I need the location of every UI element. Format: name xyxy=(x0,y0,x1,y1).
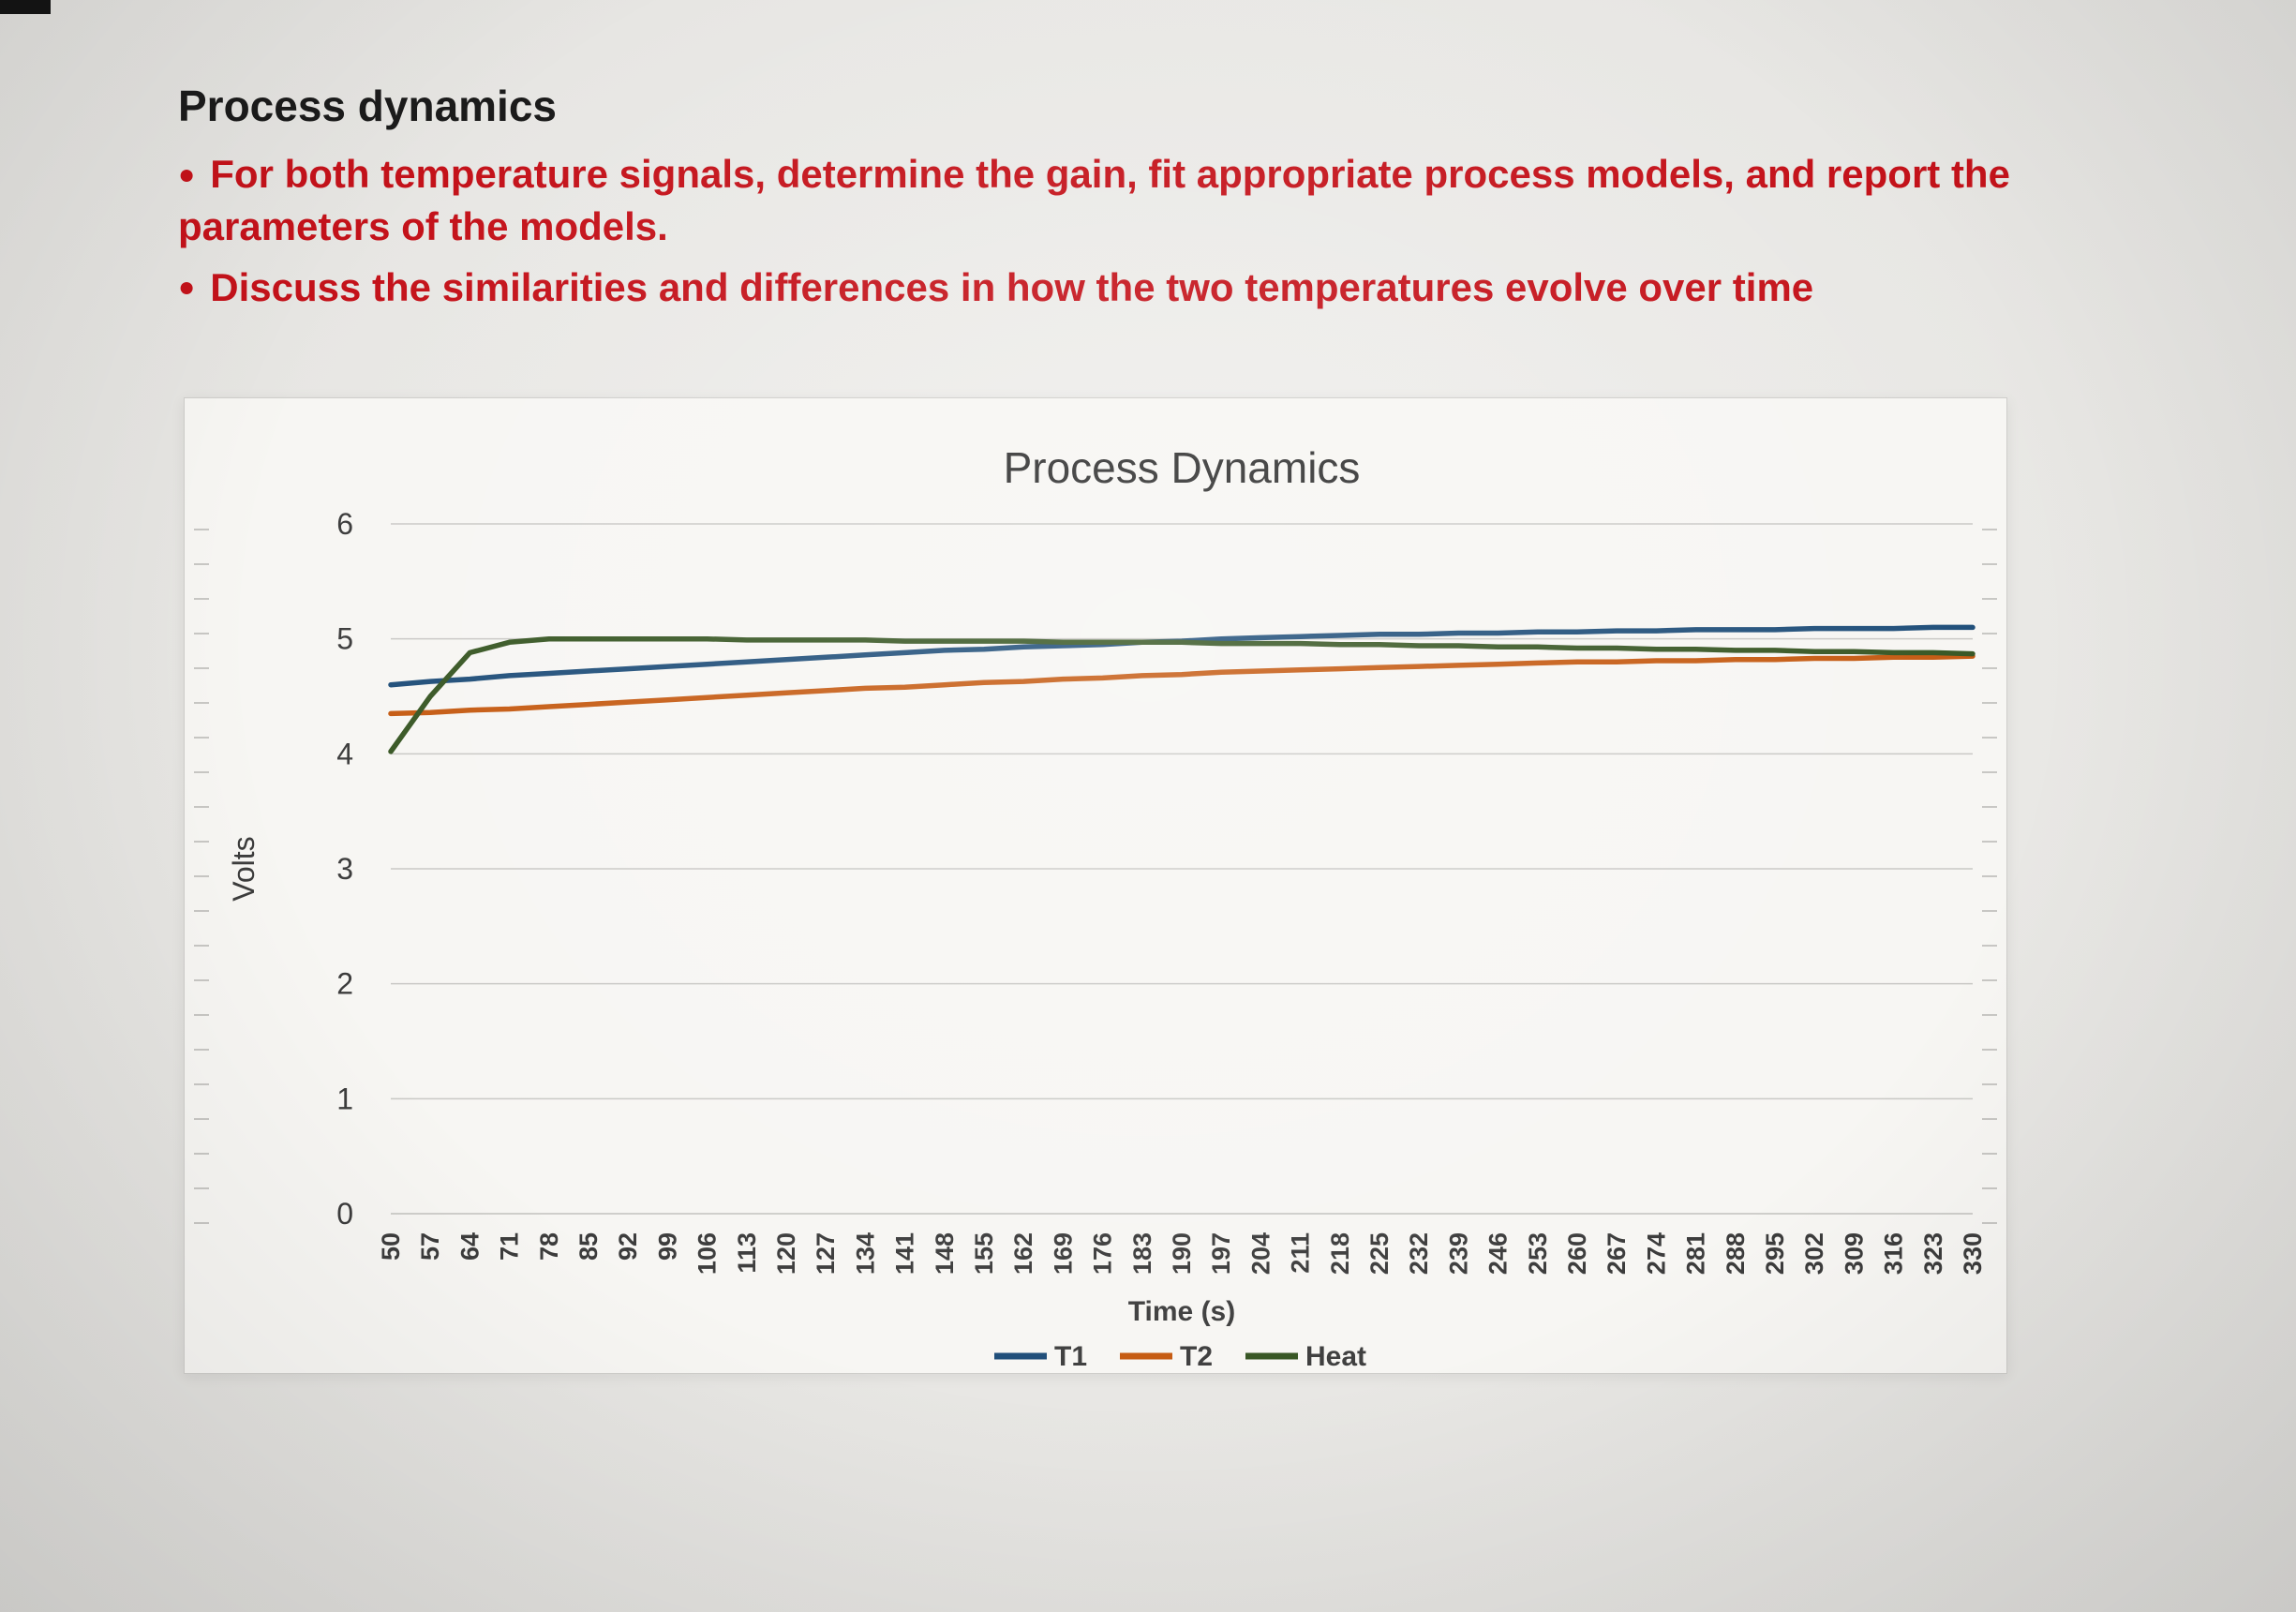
x-tick-label: 190 xyxy=(1168,1232,1196,1275)
y-tick-label: 6 xyxy=(336,507,353,541)
slide-text-block: Process dynamics ● For both temperature s… xyxy=(178,81,2193,321)
x-tick-label: 281 xyxy=(1682,1232,1710,1275)
x-tick-label: 85 xyxy=(574,1232,603,1261)
x-axis-title: Time (s) xyxy=(1128,1296,1235,1327)
x-tick-label: 64 xyxy=(455,1232,484,1261)
y-tick-label: 5 xyxy=(336,622,353,656)
x-tick-label: 99 xyxy=(653,1232,681,1261)
x-tick-label: 302 xyxy=(1800,1232,1828,1275)
x-tick-label: 120 xyxy=(772,1232,800,1275)
y-tick-label: 0 xyxy=(336,1197,353,1231)
x-tick-label: 169 xyxy=(1049,1232,1077,1275)
x-tick-label: 127 xyxy=(812,1232,840,1275)
x-tick-label: 274 xyxy=(1642,1232,1670,1275)
legend-label-Heat: Heat xyxy=(1305,1341,1366,1372)
x-tick-label: 232 xyxy=(1405,1232,1433,1275)
x-tick-label: 204 xyxy=(1246,1232,1275,1275)
bullet-marker: ● xyxy=(178,272,196,304)
series-line-Heat xyxy=(388,635,1975,754)
legend-label-T2: T2 xyxy=(1180,1341,1213,1372)
bullet-text: For both temperature signals, determine … xyxy=(178,152,2010,249)
y-tick-label: 1 xyxy=(336,1082,353,1115)
page-title: Process dynamics xyxy=(178,82,558,130)
y-tick-label: 2 xyxy=(336,967,353,1001)
x-tick-label: 253 xyxy=(1524,1232,1552,1275)
x-tick-label: 323 xyxy=(1919,1232,1947,1275)
x-tick-label: 295 xyxy=(1761,1232,1789,1275)
x-tick-label: 50 xyxy=(377,1232,405,1261)
x-tick-label: 309 xyxy=(1840,1232,1868,1275)
x-tick-label: 113 xyxy=(733,1232,761,1274)
y-tick-label: 3 xyxy=(336,852,353,886)
y-axis-title: Volts xyxy=(227,836,261,901)
chart-panel: 0 1 2 3 4 5 6 50 57 64 71 78 85 92 99 106 113 120 127 134 14… xyxy=(184,397,2007,1374)
bullet-item: ● Discuss the similarities and difference… xyxy=(178,261,2193,314)
x-tick-label: 162 xyxy=(1009,1232,1037,1275)
x-tick-label: 106 xyxy=(693,1232,722,1275)
x-tick-label: 267 xyxy=(1603,1232,1631,1275)
series-line-T2 xyxy=(388,653,1975,717)
x-tick-label: 78 xyxy=(535,1232,563,1261)
x-tick-label: 211 xyxy=(1287,1232,1315,1274)
x-tick-label: 141 xyxy=(891,1232,919,1275)
x-tick-label: 288 xyxy=(1722,1232,1750,1275)
screen-edge-mark xyxy=(0,0,51,14)
x-tick-label: 218 xyxy=(1326,1232,1354,1275)
bullet-item: ● For both temperature signals, determine… xyxy=(178,148,2193,254)
x-tick-label: 239 xyxy=(1444,1232,1472,1275)
x-tick-label: 134 xyxy=(851,1232,879,1275)
x-tick-label: 71 xyxy=(496,1232,524,1261)
x-tick-label: 246 xyxy=(1484,1232,1513,1275)
x-tick-label: 155 xyxy=(970,1232,998,1275)
x-tick-label: 176 xyxy=(1089,1232,1117,1275)
x-tick-label: 148 xyxy=(931,1232,959,1275)
process-dynamics-chart: 0 1 2 3 4 5 6 50 57 64 71 78 85 92 99 106 113 120 127 134 14… xyxy=(194,443,1997,1372)
x-tick-label: 225 xyxy=(1365,1232,1394,1275)
bullet-text: Discuss the similarities and differences… xyxy=(210,264,1814,309)
x-tick-label: 316 xyxy=(1880,1232,1908,1275)
x-tick-label: 57 xyxy=(416,1232,444,1261)
legend-label-T1: T1 xyxy=(1054,1341,1087,1372)
x-tick-label: 197 xyxy=(1207,1232,1235,1275)
x-tick-label: 330 xyxy=(1959,1232,1987,1275)
x-tick-label: 183 xyxy=(1128,1232,1156,1275)
y-tick-label: 4 xyxy=(336,737,353,770)
bullet-marker: ● xyxy=(178,158,196,190)
x-tick-label: 260 xyxy=(1563,1232,1591,1275)
chart-title: Process Dynamics xyxy=(1004,443,1361,492)
x-tick-label: 92 xyxy=(614,1232,642,1261)
